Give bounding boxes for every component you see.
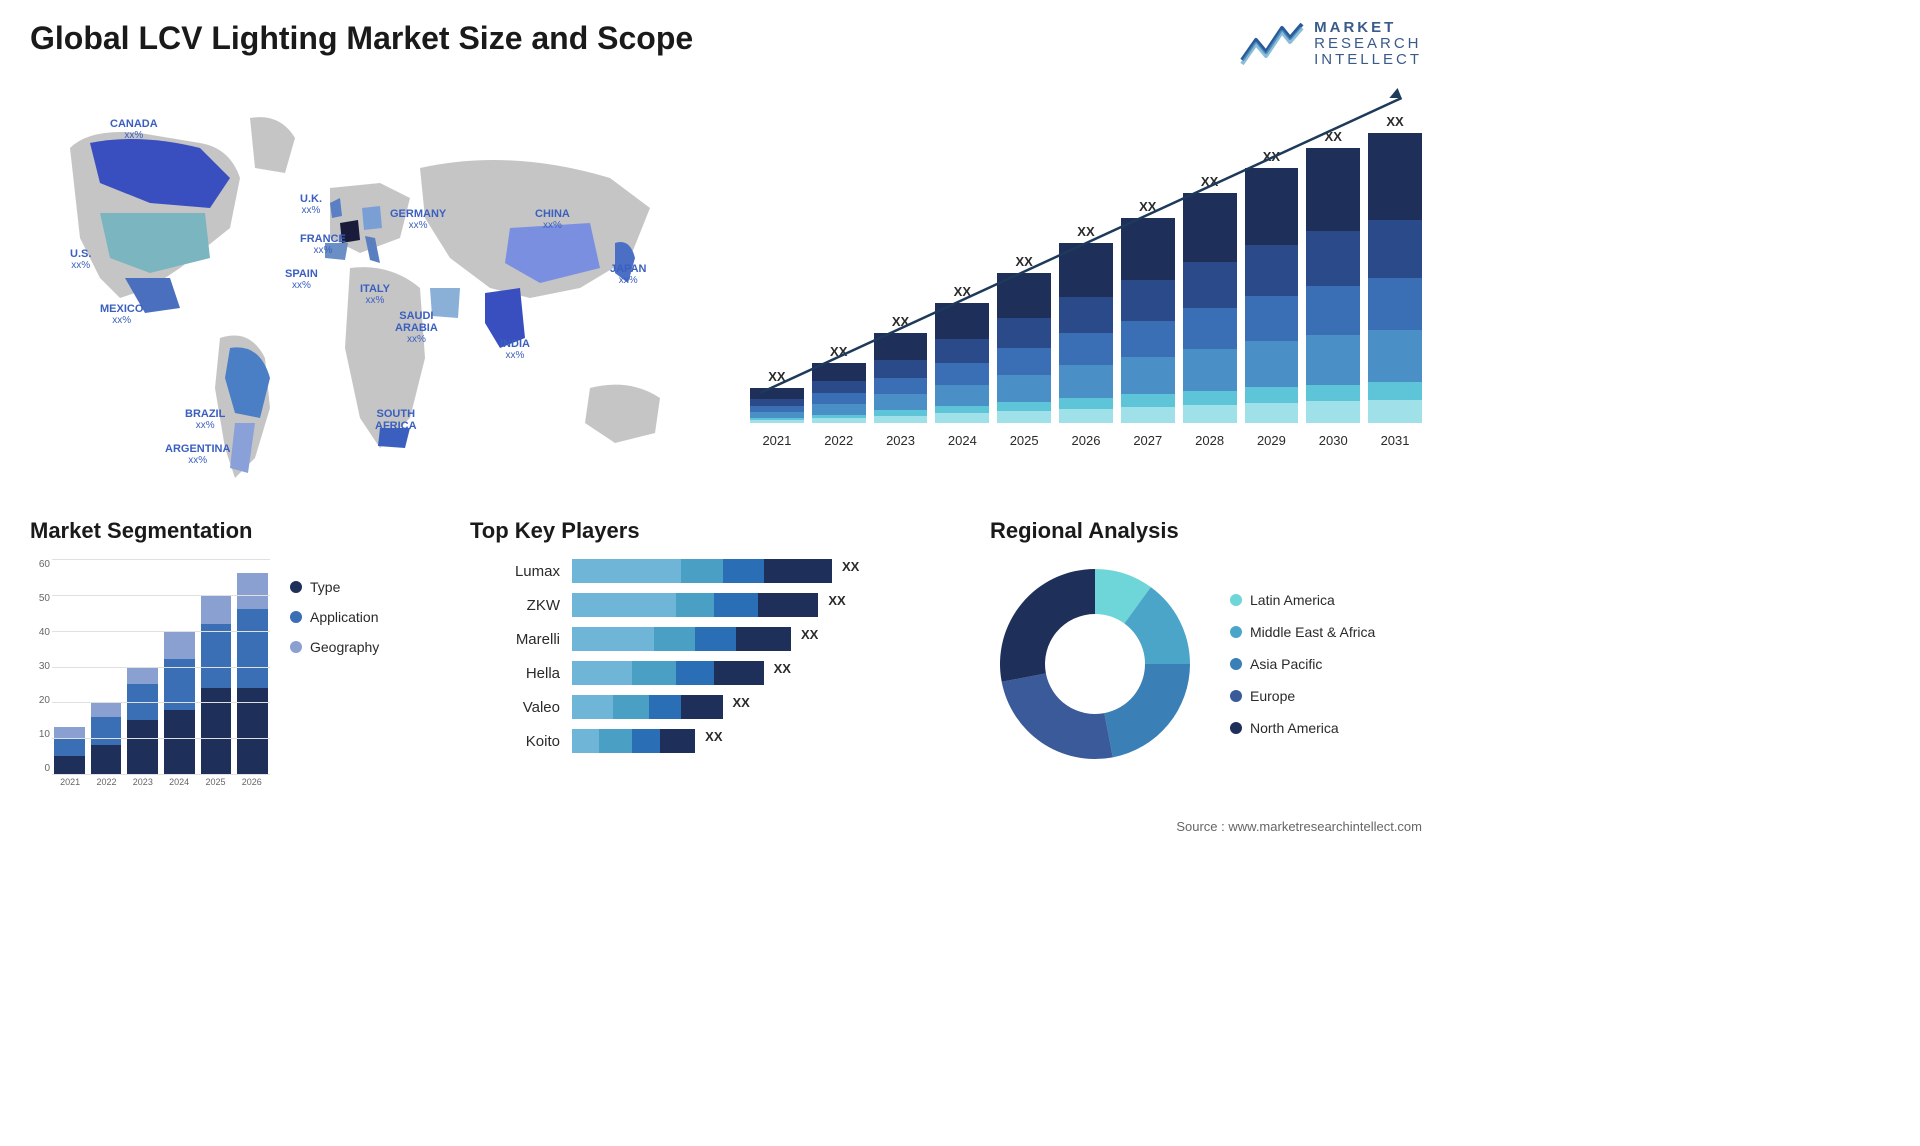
map-label: INDIAxx%	[500, 338, 530, 361]
player-row: Hella XX	[470, 661, 950, 685]
brand-logo: MARKET RESEARCH INTELLECT	[1240, 20, 1422, 68]
growth-year-label: 2027	[1133, 433, 1162, 448]
growth-column: XX 2024	[935, 284, 989, 448]
growth-year-label: 2022	[824, 433, 853, 448]
legend-item: Geography	[290, 639, 379, 655]
player-value: XX	[733, 695, 750, 710]
donut-slice	[1002, 673, 1113, 759]
player-name: Hella	[470, 665, 560, 682]
legend-item: Latin America	[1230, 592, 1375, 608]
legend-item: Asia Pacific	[1230, 656, 1375, 672]
map-label: SOUTHAFRICAxx%	[375, 408, 417, 443]
growth-year-label: 2023	[886, 433, 915, 448]
player-value: XX	[801, 627, 818, 642]
logo-line1: MARKET	[1314, 20, 1422, 36]
segmentation-legend: Type Application Geography	[290, 559, 379, 799]
player-row: Koito XX	[470, 729, 950, 753]
segmentation-bar	[127, 667, 158, 775]
segmentation-title: Market Segmentation	[30, 518, 430, 544]
growth-year-label: 2029	[1257, 433, 1286, 448]
growth-column: XX 2022	[812, 344, 866, 448]
segmentation-bar	[201, 595, 232, 774]
player-row: ZKW XX	[470, 593, 950, 617]
map-label: MEXICOxx%	[100, 303, 143, 326]
growth-column: XX 2021	[750, 369, 804, 448]
growth-value-label: XX	[892, 314, 909, 329]
map-label: SAUDIARABIAxx%	[395, 310, 438, 345]
growth-column: XX 2026	[1059, 224, 1113, 448]
growth-column: XX 2031	[1368, 114, 1422, 448]
growth-value-label: XX	[830, 344, 847, 359]
players-chart: LumaxXXZKWXXMarelliXXHellaXXValeoXXKoito…	[470, 559, 950, 753]
player-value: XX	[842, 559, 859, 574]
growth-value-label: XX	[954, 284, 971, 299]
map-label: ITALYxx%	[360, 283, 390, 306]
growth-year-label: 2026	[1072, 433, 1101, 448]
legend-item: Middle East & Africa	[1230, 624, 1375, 640]
player-name: ZKW	[470, 597, 560, 614]
growth-value-label: XX	[1015, 254, 1032, 269]
player-name: Marelli	[470, 631, 560, 648]
legend-item: Europe	[1230, 688, 1375, 704]
player-row: Marelli XX	[470, 627, 950, 651]
player-row: Valeo XX	[470, 695, 950, 719]
logo-line2: RESEARCH	[1314, 36, 1422, 52]
growth-value-label: XX	[1325, 129, 1342, 144]
segmentation-chart: 6050403020100 202120222023202420252026	[30, 559, 270, 799]
growth-year-label: 2030	[1319, 433, 1348, 448]
regional-title: Regional Analysis	[990, 518, 1422, 544]
players-title: Top Key Players	[470, 518, 950, 544]
logo-mark-icon	[1240, 20, 1304, 68]
map-label: GERMANYxx%	[390, 208, 446, 231]
player-row: Lumax XX	[470, 559, 950, 583]
growth-column: XX 2029	[1245, 149, 1299, 448]
logo-line3: INTELLECT	[1314, 52, 1422, 68]
growth-column: XX 2028	[1183, 174, 1237, 448]
map-label: SPAINxx%	[285, 268, 318, 291]
legend-item: Type	[290, 579, 379, 595]
growth-value-label: XX	[1201, 174, 1218, 189]
donut-slice	[1104, 664, 1190, 757]
map-label: JAPANxx%	[610, 263, 646, 286]
legend-item: North America	[1230, 720, 1375, 736]
map-label: CANADAxx%	[110, 118, 158, 141]
growth-value-label: XX	[768, 369, 785, 384]
growth-value-label: XX	[1077, 224, 1094, 239]
map-label: BRAZILxx%	[185, 408, 225, 431]
growth-bar-chart: XX 2021 XX 2022 XX 2023 XX 2024 XX 2025 XX 2026 XX 20…	[750, 88, 1422, 488]
map-label: ARGENTINAxx%	[165, 443, 230, 466]
growth-year-label: 2031	[1381, 433, 1410, 448]
player-name: Valeo	[470, 699, 560, 716]
player-name: Lumax	[470, 563, 560, 580]
map-label: U.K.xx%	[300, 193, 322, 216]
player-value: XX	[828, 593, 845, 608]
growth-value-label: XX	[1386, 114, 1403, 129]
map-label: CHINAxx%	[535, 208, 570, 231]
world-map: CANADAxx% U.S.xx% MEXICOxx% BRAZILxx% ARGENT…	[30, 88, 710, 488]
player-value: XX	[705, 729, 722, 744]
page-title: Global LCV Lighting Market Size and Scop…	[30, 20, 693, 57]
map-label: U.S.xx%	[70, 248, 91, 271]
growth-year-label: 2025	[1010, 433, 1039, 448]
legend-item: Application	[290, 609, 379, 625]
growth-value-label: XX	[1263, 149, 1280, 164]
donut-slice	[1000, 569, 1095, 682]
growth-year-label: 2021	[762, 433, 791, 448]
player-name: Koito	[470, 733, 560, 750]
growth-column: XX 2030	[1306, 129, 1360, 448]
map-label: FRANCExx%	[300, 233, 346, 256]
growth-column: XX 2025	[997, 254, 1051, 448]
growth-year-label: 2028	[1195, 433, 1224, 448]
regional-donut-chart	[990, 559, 1200, 769]
regional-legend: Latin America Middle East & Africa Asia Pa…	[1230, 592, 1375, 736]
segmentation-bar	[237, 573, 268, 774]
player-value: XX	[774, 661, 791, 676]
growth-column: XX 2027	[1121, 199, 1175, 448]
growth-value-label: XX	[1139, 199, 1156, 214]
source-attribution: Source : www.marketresearchintellect.com	[30, 819, 1422, 834]
segmentation-bar	[54, 727, 85, 774]
growth-column: XX 2023	[874, 314, 928, 448]
growth-year-label: 2024	[948, 433, 977, 448]
